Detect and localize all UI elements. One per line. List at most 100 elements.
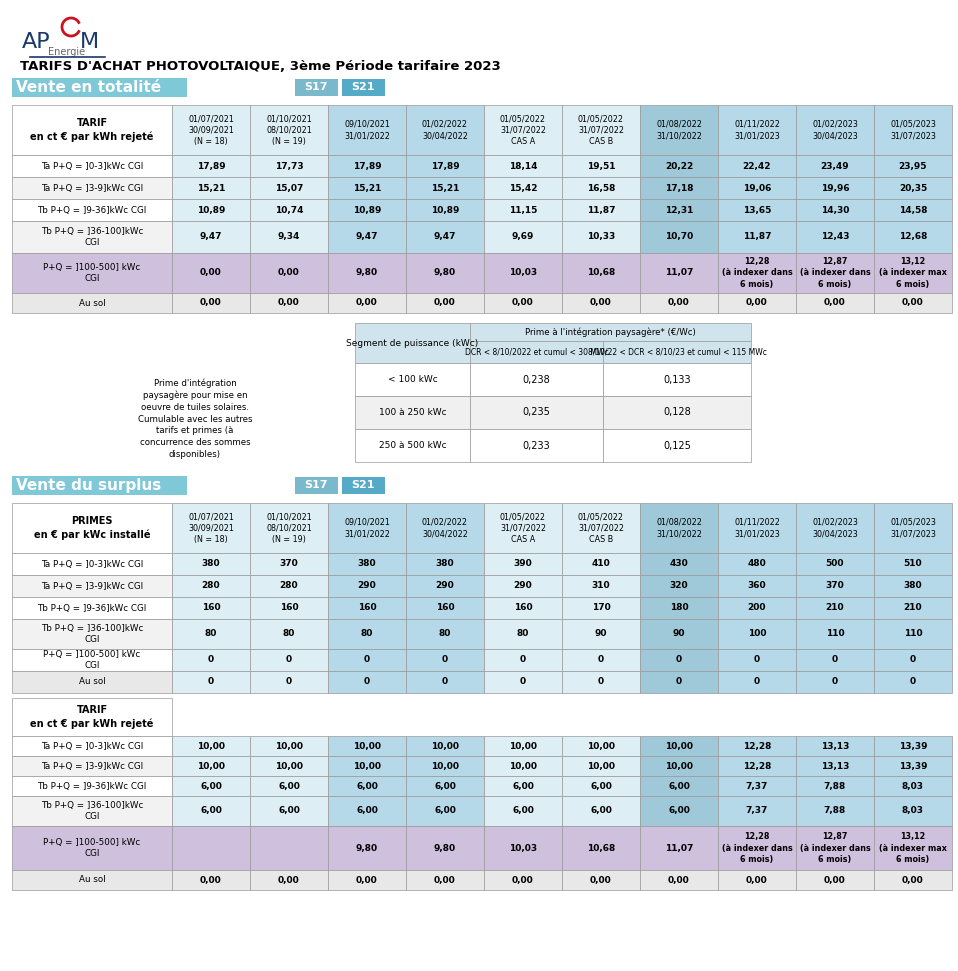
Text: 10,00: 10,00 bbox=[665, 742, 693, 751]
Text: 280: 280 bbox=[202, 582, 220, 590]
Text: 9,80: 9,80 bbox=[434, 844, 456, 853]
Bar bbox=[250, 671, 328, 693]
Bar bbox=[640, 105, 718, 155]
Text: 7,88: 7,88 bbox=[824, 782, 846, 790]
Text: 17,89: 17,89 bbox=[431, 161, 459, 171]
Text: 6,00: 6,00 bbox=[278, 782, 300, 790]
Bar bbox=[12, 177, 172, 199]
Bar bbox=[172, 155, 250, 177]
Bar bbox=[328, 253, 406, 293]
Text: 0,00: 0,00 bbox=[513, 876, 534, 885]
Text: 250 à 500 kWc: 250 à 500 kWc bbox=[378, 441, 446, 450]
Text: 200: 200 bbox=[748, 604, 766, 613]
Bar bbox=[796, 826, 874, 870]
Bar bbox=[328, 671, 406, 693]
Bar bbox=[12, 756, 172, 776]
Bar bbox=[406, 293, 484, 313]
Text: 360: 360 bbox=[747, 582, 766, 590]
Bar bbox=[406, 177, 484, 199]
Bar bbox=[562, 796, 640, 826]
Bar bbox=[874, 649, 952, 671]
Text: 01/02/2022
30/04/2022: 01/02/2022 30/04/2022 bbox=[422, 120, 468, 140]
Bar bbox=[172, 597, 250, 619]
Text: 01/05/2022
31/07/2022
CAS A: 01/05/2022 31/07/2022 CAS A bbox=[500, 513, 546, 544]
Text: 0,00: 0,00 bbox=[200, 876, 222, 885]
Bar bbox=[562, 575, 640, 597]
Bar bbox=[796, 199, 874, 221]
Bar bbox=[328, 293, 406, 313]
Bar bbox=[484, 671, 562, 693]
Bar bbox=[796, 776, 874, 796]
Text: 9,69: 9,69 bbox=[512, 232, 535, 242]
Bar bbox=[562, 649, 640, 671]
Bar bbox=[484, 221, 562, 253]
Text: 0: 0 bbox=[910, 678, 916, 686]
Bar bbox=[562, 870, 640, 890]
Bar bbox=[406, 503, 484, 553]
Text: 13,13: 13,13 bbox=[821, 742, 849, 751]
Text: 10,74: 10,74 bbox=[275, 206, 304, 215]
Bar bbox=[250, 575, 328, 597]
Text: < 100 kWc: < 100 kWc bbox=[388, 375, 438, 384]
Text: 13,12
(à indexer max
6 mois): 13,12 (à indexer max 6 mois) bbox=[879, 832, 947, 863]
Text: 01/10/2021
08/10/2021
(N = 19): 01/10/2021 08/10/2021 (N = 19) bbox=[266, 513, 312, 544]
Text: 01/11/2022
31/01/2023: 01/11/2022 31/01/2023 bbox=[734, 518, 780, 538]
Text: 0: 0 bbox=[364, 655, 370, 664]
Bar bbox=[484, 199, 562, 221]
Text: 80: 80 bbox=[439, 629, 451, 639]
Bar bbox=[250, 155, 328, 177]
Bar bbox=[406, 221, 484, 253]
Text: 0: 0 bbox=[598, 655, 604, 664]
Text: 0,00: 0,00 bbox=[590, 298, 612, 308]
Bar bbox=[562, 105, 640, 155]
Bar bbox=[470, 429, 603, 462]
Text: 0,00: 0,00 bbox=[668, 876, 690, 885]
Text: 23,95: 23,95 bbox=[899, 161, 927, 171]
Bar bbox=[640, 796, 718, 826]
Text: 0: 0 bbox=[910, 655, 916, 664]
Text: 10,00: 10,00 bbox=[353, 742, 381, 751]
Bar bbox=[12, 199, 172, 221]
Bar bbox=[328, 736, 406, 756]
Text: 210: 210 bbox=[826, 604, 844, 613]
Text: Tb P+Q = ]36-100]kWc
CGI: Tb P+Q = ]36-100]kWc CGI bbox=[41, 624, 143, 644]
Bar bbox=[796, 649, 874, 671]
Text: 110: 110 bbox=[826, 629, 844, 639]
Bar bbox=[874, 870, 952, 890]
Text: 0: 0 bbox=[520, 655, 526, 664]
Text: 11,07: 11,07 bbox=[665, 269, 694, 278]
Bar bbox=[796, 553, 874, 575]
Text: 6,00: 6,00 bbox=[200, 782, 222, 790]
Bar bbox=[172, 671, 250, 693]
Bar bbox=[718, 293, 796, 313]
Bar bbox=[603, 429, 751, 462]
Text: 01/05/2022
31/07/2022
CAS B: 01/05/2022 31/07/2022 CAS B bbox=[578, 513, 624, 544]
Bar bbox=[640, 553, 718, 575]
Text: 09/10/2021
31/01/2022: 09/10/2021 31/01/2022 bbox=[344, 518, 390, 538]
Text: 380: 380 bbox=[436, 559, 454, 568]
Bar bbox=[874, 736, 952, 756]
Bar bbox=[406, 253, 484, 293]
Bar bbox=[250, 221, 328, 253]
Bar bbox=[172, 756, 250, 776]
Text: 11,87: 11,87 bbox=[742, 232, 771, 242]
Bar bbox=[406, 597, 484, 619]
Text: 290: 290 bbox=[436, 582, 454, 590]
Bar bbox=[250, 503, 328, 553]
Bar bbox=[874, 671, 952, 693]
Bar bbox=[484, 756, 562, 776]
Text: Tb P+Q = ]9-36]kWc CGI: Tb P+Q = ]9-36]kWc CGI bbox=[37, 206, 147, 215]
Bar bbox=[562, 199, 640, 221]
Text: TARIF
en ct € par kWh rejeté: TARIF en ct € par kWh rejeté bbox=[31, 118, 153, 142]
Text: 17,89: 17,89 bbox=[353, 161, 381, 171]
Bar bbox=[718, 105, 796, 155]
Bar bbox=[328, 756, 406, 776]
Text: 0,00: 0,00 bbox=[278, 876, 300, 885]
Text: 0,128: 0,128 bbox=[663, 408, 691, 418]
Bar bbox=[874, 105, 952, 155]
Bar bbox=[355, 429, 470, 462]
Bar bbox=[640, 756, 718, 776]
Text: 01/02/2022
30/04/2022: 01/02/2022 30/04/2022 bbox=[422, 518, 468, 538]
Bar bbox=[874, 575, 952, 597]
Text: 13,65: 13,65 bbox=[742, 206, 771, 215]
